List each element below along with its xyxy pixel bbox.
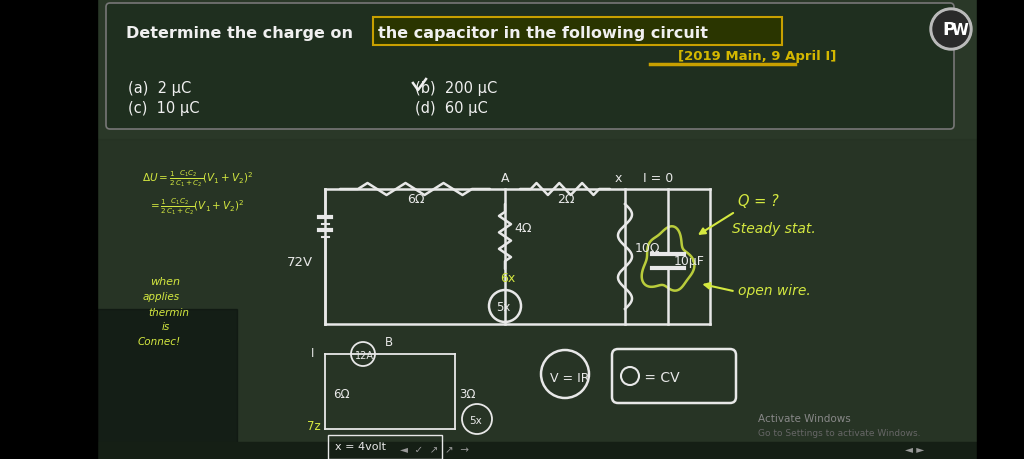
Text: Activate Windows: Activate Windows bbox=[758, 413, 851, 423]
Text: thermin: thermin bbox=[148, 308, 189, 317]
Text: when: when bbox=[150, 276, 180, 286]
Text: (c)  10 μC: (c) 10 μC bbox=[128, 100, 200, 115]
Text: [2019 Main, 9 April I]: [2019 Main, 9 April I] bbox=[678, 50, 837, 63]
Text: is: is bbox=[162, 321, 170, 331]
Text: x = 4volt: x = 4volt bbox=[335, 441, 386, 451]
FancyBboxPatch shape bbox=[106, 4, 954, 130]
Text: I = 0: I = 0 bbox=[643, 171, 673, 184]
Text: 72V: 72V bbox=[287, 255, 313, 268]
Text: ◄  ✓  ↗  ↗  →: ◄ ✓ ↗ ↗ → bbox=[400, 444, 469, 454]
Text: Connec!: Connec! bbox=[138, 336, 181, 346]
Text: V = IR: V = IR bbox=[550, 371, 590, 384]
Text: 3Ω: 3Ω bbox=[459, 388, 475, 401]
Text: 5x: 5x bbox=[496, 300, 510, 313]
Bar bbox=[977, 0, 1024, 459]
Text: 6x: 6x bbox=[500, 271, 515, 285]
Text: Steady stat.: Steady stat. bbox=[732, 221, 816, 235]
Bar bbox=[97, 140, 977, 459]
Text: the capacitor in the following circuit: the capacitor in the following circuit bbox=[378, 25, 708, 40]
Text: 7z: 7z bbox=[307, 419, 321, 432]
Text: applies: applies bbox=[143, 291, 180, 302]
Text: 10μF: 10μF bbox=[674, 254, 705, 267]
Text: Determine the charge on: Determine the charge on bbox=[126, 25, 353, 40]
FancyBboxPatch shape bbox=[373, 18, 782, 46]
Text: 10Ω: 10Ω bbox=[635, 242, 660, 255]
Text: 5x: 5x bbox=[469, 415, 481, 425]
Text: x: x bbox=[615, 171, 623, 184]
Text: P: P bbox=[942, 21, 955, 39]
Text: ◄ ►: ◄ ► bbox=[905, 444, 925, 454]
Text: (d)  60 μC: (d) 60 μC bbox=[415, 100, 487, 115]
Text: W: W bbox=[952, 22, 969, 38]
Text: 4Ω: 4Ω bbox=[514, 222, 531, 235]
Text: 2Ω: 2Ω bbox=[557, 193, 574, 206]
Text: A: A bbox=[501, 171, 510, 184]
Text: B: B bbox=[385, 335, 393, 348]
Text: $\Delta U = \frac{1}{2}\frac{C_1C_2}{C_1+C_2}(V_1+V_2)^2$: $\Delta U = \frac{1}{2}\frac{C_1C_2}{C_1… bbox=[142, 168, 253, 189]
Text: 12A: 12A bbox=[355, 350, 374, 360]
Bar bbox=[0, 0, 97, 459]
Bar bbox=[97, 0, 977, 459]
Circle shape bbox=[933, 12, 969, 48]
Text: Go to Settings to activate Windows.: Go to Settings to activate Windows. bbox=[758, 428, 921, 437]
Bar bbox=[97, 309, 237, 459]
Text: = CV: = CV bbox=[640, 370, 680, 384]
Text: open wire.: open wire. bbox=[737, 283, 810, 297]
Text: Q = ?: Q = ? bbox=[737, 194, 778, 209]
Text: I: I bbox=[311, 346, 314, 359]
Text: 6Ω: 6Ω bbox=[407, 193, 425, 206]
Text: 6Ω: 6Ω bbox=[333, 388, 349, 401]
Circle shape bbox=[930, 9, 972, 51]
Text: (a)  2 μC: (a) 2 μC bbox=[128, 80, 191, 95]
Bar bbox=[97, 442, 977, 459]
Text: (b)  200 μC: (b) 200 μC bbox=[415, 80, 498, 95]
Text: $= \frac{1}{2}\frac{C_1C_2}{C_1+C_2}(V_1+V_2)^2$: $= \frac{1}{2}\frac{C_1C_2}{C_1+C_2}(V_1… bbox=[148, 196, 245, 217]
